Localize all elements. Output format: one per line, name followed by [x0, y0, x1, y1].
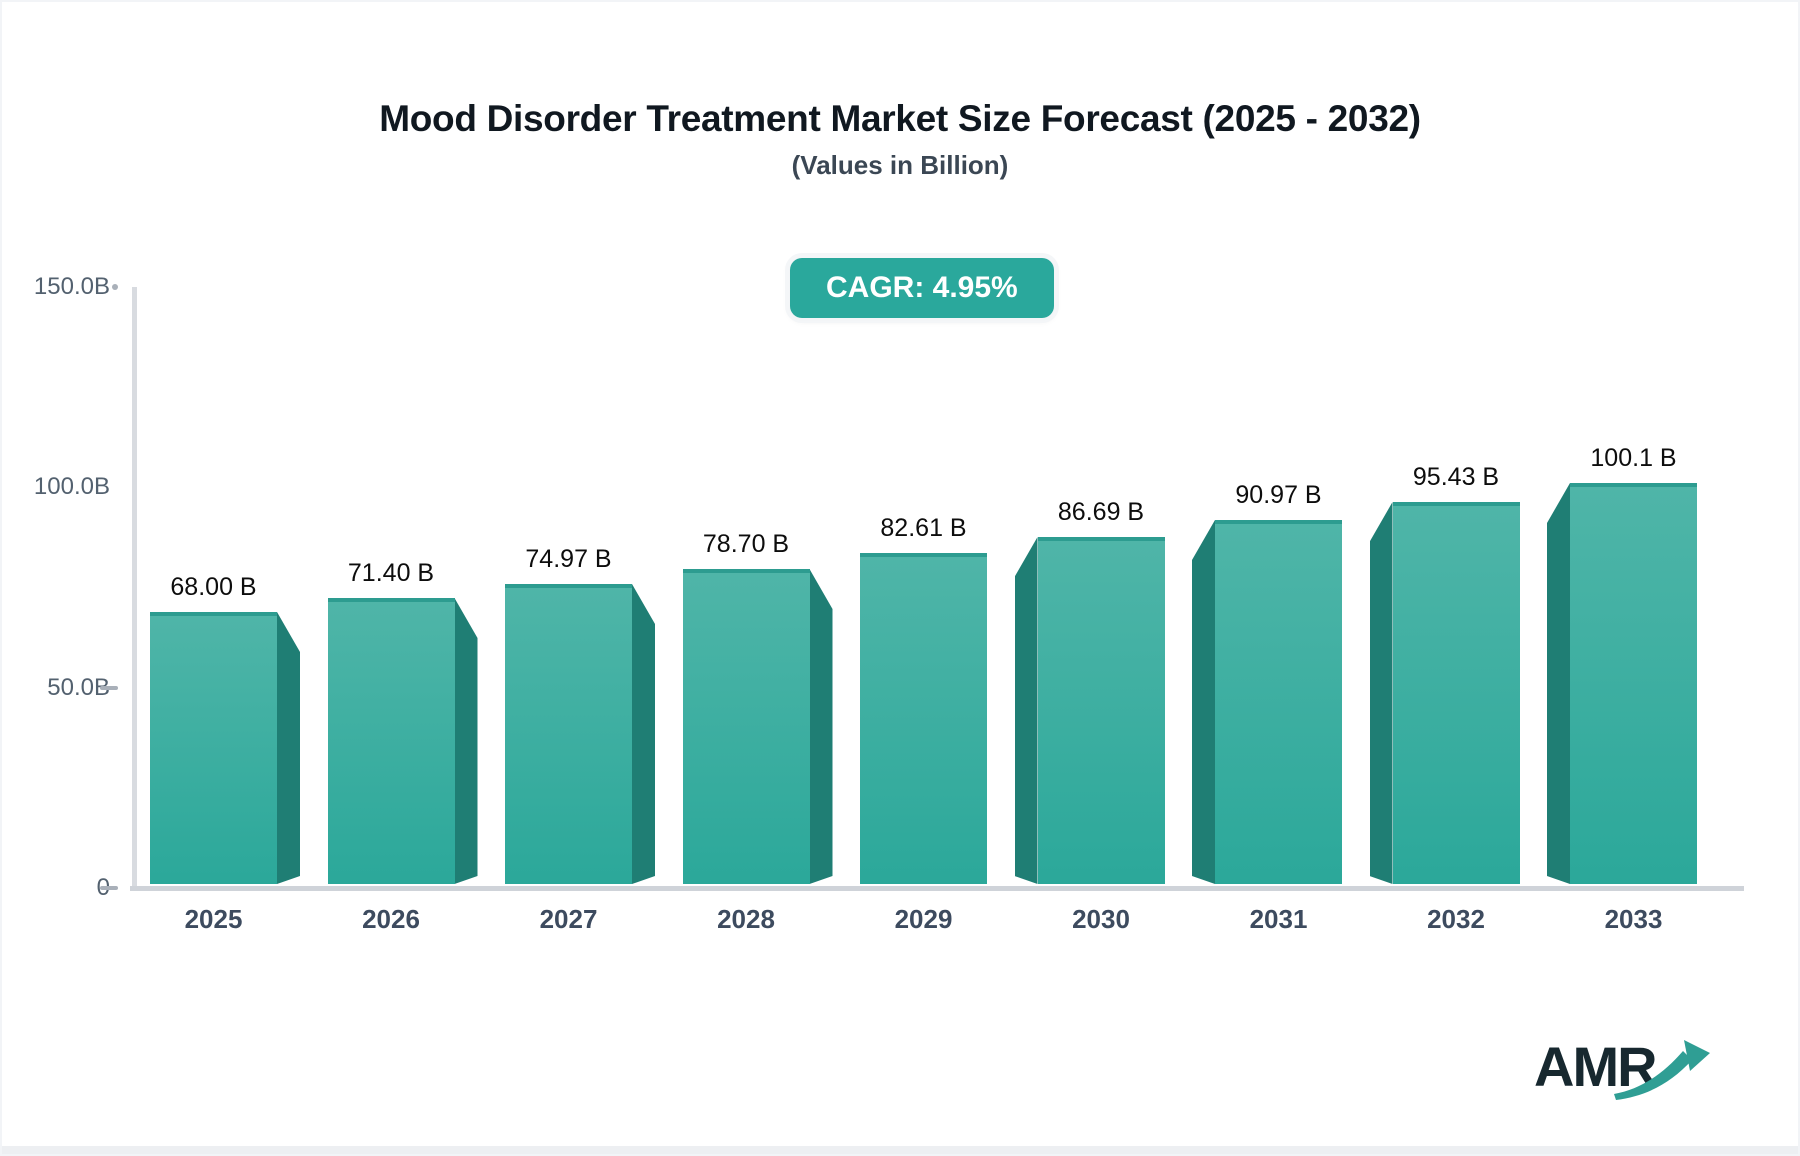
x-tick-2025: 2025	[184, 904, 243, 934]
bar-2028	[682, 569, 810, 884]
x-tick-2032: 2032	[1427, 904, 1485, 934]
bar-2029	[860, 553, 987, 884]
bar-value-2025: 68.00 B	[170, 573, 257, 601]
bar-2031	[1215, 520, 1342, 884]
bar-2032	[1392, 502, 1520, 884]
y-tick-mark-0	[100, 886, 118, 890]
x-tick-2028: 2028	[717, 904, 775, 934]
bar-side-2028	[810, 569, 833, 884]
bar-value-2027: 74.97 B	[525, 545, 612, 573]
bar-side-2026	[455, 598, 478, 884]
x-tick-2033: 2033	[1604, 904, 1663, 934]
bar-2025	[150, 612, 277, 884]
y-tick-label-100: 100.0B	[33, 473, 110, 501]
y-tick-label-0: 0	[18, 873, 110, 903]
trend-arrow-icon	[1614, 1040, 1710, 1100]
bar-value-2029: 82.61 B	[880, 514, 967, 542]
bar-value-2033: 100.1 B	[1590, 444, 1677, 472]
bar-value-2030: 86.69 B	[1057, 498, 1145, 526]
y-tick-mark-50	[100, 685, 118, 690]
amr-logo: AMR	[1534, 1032, 1764, 1118]
bar-2027	[505, 584, 632, 884]
x-tick-2026: 2026	[362, 904, 420, 934]
y-axis-line	[132, 287, 137, 888]
bar-2026	[327, 598, 455, 884]
bar-side-2030	[1015, 537, 1038, 884]
bar-2033	[1570, 483, 1697, 884]
bar-value-2026: 71.40 B	[347, 559, 435, 587]
cagr-badge: CAGR: 4.95%	[790, 258, 1054, 318]
bar-side-2031	[1192, 520, 1215, 884]
bottom-edge-strip	[2, 1146, 1798, 1154]
bar-side-2027	[632, 584, 655, 884]
x-tick-2030: 2030	[1072, 904, 1130, 934]
bar-value-2032: 95.43 B	[1412, 463, 1500, 491]
x-tick-2027: 2027	[539, 904, 598, 934]
y-tick-label-150: 150.0B	[33, 273, 110, 300]
x-tick-2031: 2031	[1249, 904, 1308, 934]
bar-side-2033	[1547, 483, 1570, 884]
bar-side-2025	[277, 612, 300, 884]
y-tick-label-50: 50.0B	[47, 673, 110, 701]
bar-side-2032	[1370, 502, 1393, 884]
x-axis-line	[130, 886, 1744, 891]
bar-2030	[1037, 537, 1165, 884]
bar-value-2031: 90.97 B	[1235, 481, 1322, 509]
chart-subtitle: (Values in Billion)	[791, 150, 1009, 180]
y-tick-mark-150	[112, 284, 118, 290]
x-tick-2029: 2029	[894, 904, 953, 934]
page-title: Mood Disorder Treatment Market Size Fore…	[379, 98, 1421, 139]
bar-value-2028: 78.70 B	[702, 530, 790, 558]
